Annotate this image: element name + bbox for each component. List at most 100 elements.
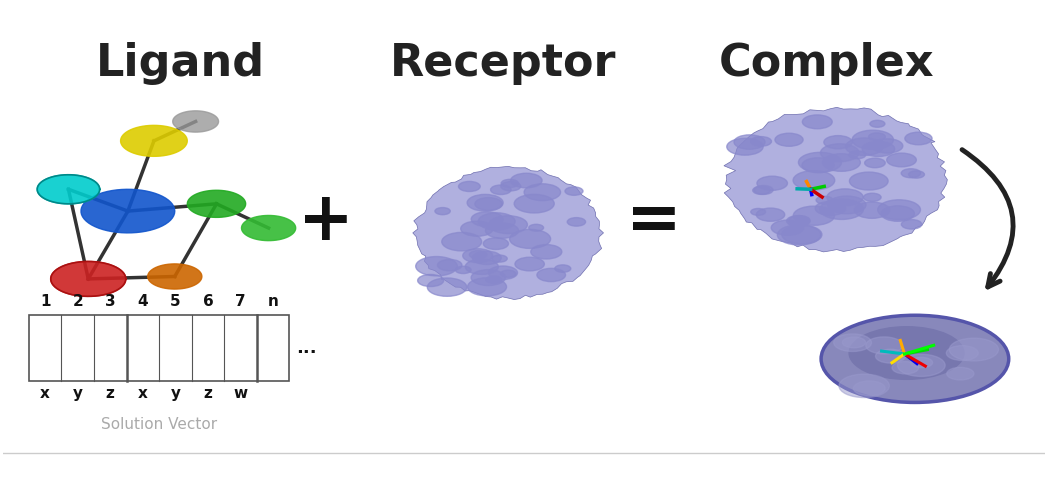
Circle shape xyxy=(887,153,916,167)
Text: 7: 7 xyxy=(235,294,246,309)
Circle shape xyxy=(473,251,501,265)
Circle shape xyxy=(771,220,804,235)
Circle shape xyxy=(863,142,895,156)
Circle shape xyxy=(463,248,493,263)
Circle shape xyxy=(515,257,544,271)
Circle shape xyxy=(853,381,886,396)
Circle shape xyxy=(501,270,516,277)
Circle shape xyxy=(567,218,586,226)
Circle shape xyxy=(904,132,932,145)
Polygon shape xyxy=(241,216,296,241)
Circle shape xyxy=(750,208,765,215)
Circle shape xyxy=(455,266,472,273)
Text: ...: ... xyxy=(296,339,316,357)
Circle shape xyxy=(418,274,443,287)
Circle shape xyxy=(877,200,920,220)
Text: Ligand: Ligand xyxy=(95,42,264,85)
Polygon shape xyxy=(413,167,604,299)
Circle shape xyxy=(478,213,516,230)
Circle shape xyxy=(864,193,881,201)
Circle shape xyxy=(515,195,554,213)
Circle shape xyxy=(750,137,771,146)
Circle shape xyxy=(554,265,571,272)
Circle shape xyxy=(793,206,834,225)
Circle shape xyxy=(892,362,919,374)
Circle shape xyxy=(854,202,890,219)
Circle shape xyxy=(435,208,451,215)
Polygon shape xyxy=(81,189,175,233)
Polygon shape xyxy=(188,190,245,218)
Text: y: y xyxy=(171,387,180,401)
Circle shape xyxy=(490,185,511,195)
Circle shape xyxy=(483,238,508,249)
Circle shape xyxy=(501,182,521,191)
Circle shape xyxy=(870,120,885,127)
Circle shape xyxy=(467,278,506,296)
Text: 3: 3 xyxy=(105,294,115,309)
Circle shape xyxy=(416,257,457,276)
Polygon shape xyxy=(173,111,219,132)
Circle shape xyxy=(834,334,872,351)
Circle shape xyxy=(788,216,810,225)
Circle shape xyxy=(726,138,763,155)
Polygon shape xyxy=(38,175,100,204)
Text: Complex: Complex xyxy=(719,42,934,85)
Text: Solution Vector: Solution Vector xyxy=(101,417,217,432)
Circle shape xyxy=(846,138,883,155)
Circle shape xyxy=(510,173,542,188)
Circle shape xyxy=(530,245,562,259)
Circle shape xyxy=(897,354,945,376)
Circle shape xyxy=(782,225,822,244)
Circle shape xyxy=(843,337,866,348)
Circle shape xyxy=(475,197,502,210)
Circle shape xyxy=(458,181,480,192)
Circle shape xyxy=(472,270,505,286)
Circle shape xyxy=(866,337,902,354)
Polygon shape xyxy=(148,264,202,289)
Circle shape xyxy=(485,223,519,238)
Circle shape xyxy=(849,326,965,380)
Circle shape xyxy=(881,206,915,221)
Text: n: n xyxy=(267,294,279,309)
Circle shape xyxy=(492,255,507,262)
Circle shape xyxy=(820,199,864,220)
Text: 4: 4 xyxy=(137,294,148,309)
Text: z: z xyxy=(203,387,213,401)
Circle shape xyxy=(865,158,886,168)
Circle shape xyxy=(852,130,894,149)
Circle shape xyxy=(774,133,803,147)
Circle shape xyxy=(839,374,890,397)
Text: 5: 5 xyxy=(170,294,180,309)
Circle shape xyxy=(757,176,787,190)
Circle shape xyxy=(537,269,566,282)
Circle shape xyxy=(821,315,1009,402)
Text: 2: 2 xyxy=(72,294,83,309)
Polygon shape xyxy=(724,107,947,252)
Circle shape xyxy=(793,171,835,190)
Circle shape xyxy=(757,208,785,221)
Circle shape xyxy=(461,221,494,236)
Circle shape xyxy=(428,278,466,296)
Text: x: x xyxy=(138,387,148,401)
Circle shape xyxy=(786,216,810,226)
Text: x: x xyxy=(40,387,50,401)
Circle shape xyxy=(467,195,503,211)
Circle shape xyxy=(524,184,561,201)
Circle shape xyxy=(815,201,846,216)
Text: y: y xyxy=(72,387,83,401)
Circle shape xyxy=(778,225,821,245)
Polygon shape xyxy=(121,125,188,156)
Text: Receptor: Receptor xyxy=(390,42,616,85)
Circle shape xyxy=(911,357,933,368)
Circle shape xyxy=(465,259,499,274)
Circle shape xyxy=(827,189,864,206)
Circle shape xyxy=(821,144,859,162)
Circle shape xyxy=(489,216,527,234)
Circle shape xyxy=(485,276,502,283)
Circle shape xyxy=(442,232,482,251)
Circle shape xyxy=(946,368,974,380)
Circle shape xyxy=(752,186,770,195)
Text: z: z xyxy=(106,387,114,401)
Circle shape xyxy=(901,220,922,229)
Circle shape xyxy=(875,349,905,363)
